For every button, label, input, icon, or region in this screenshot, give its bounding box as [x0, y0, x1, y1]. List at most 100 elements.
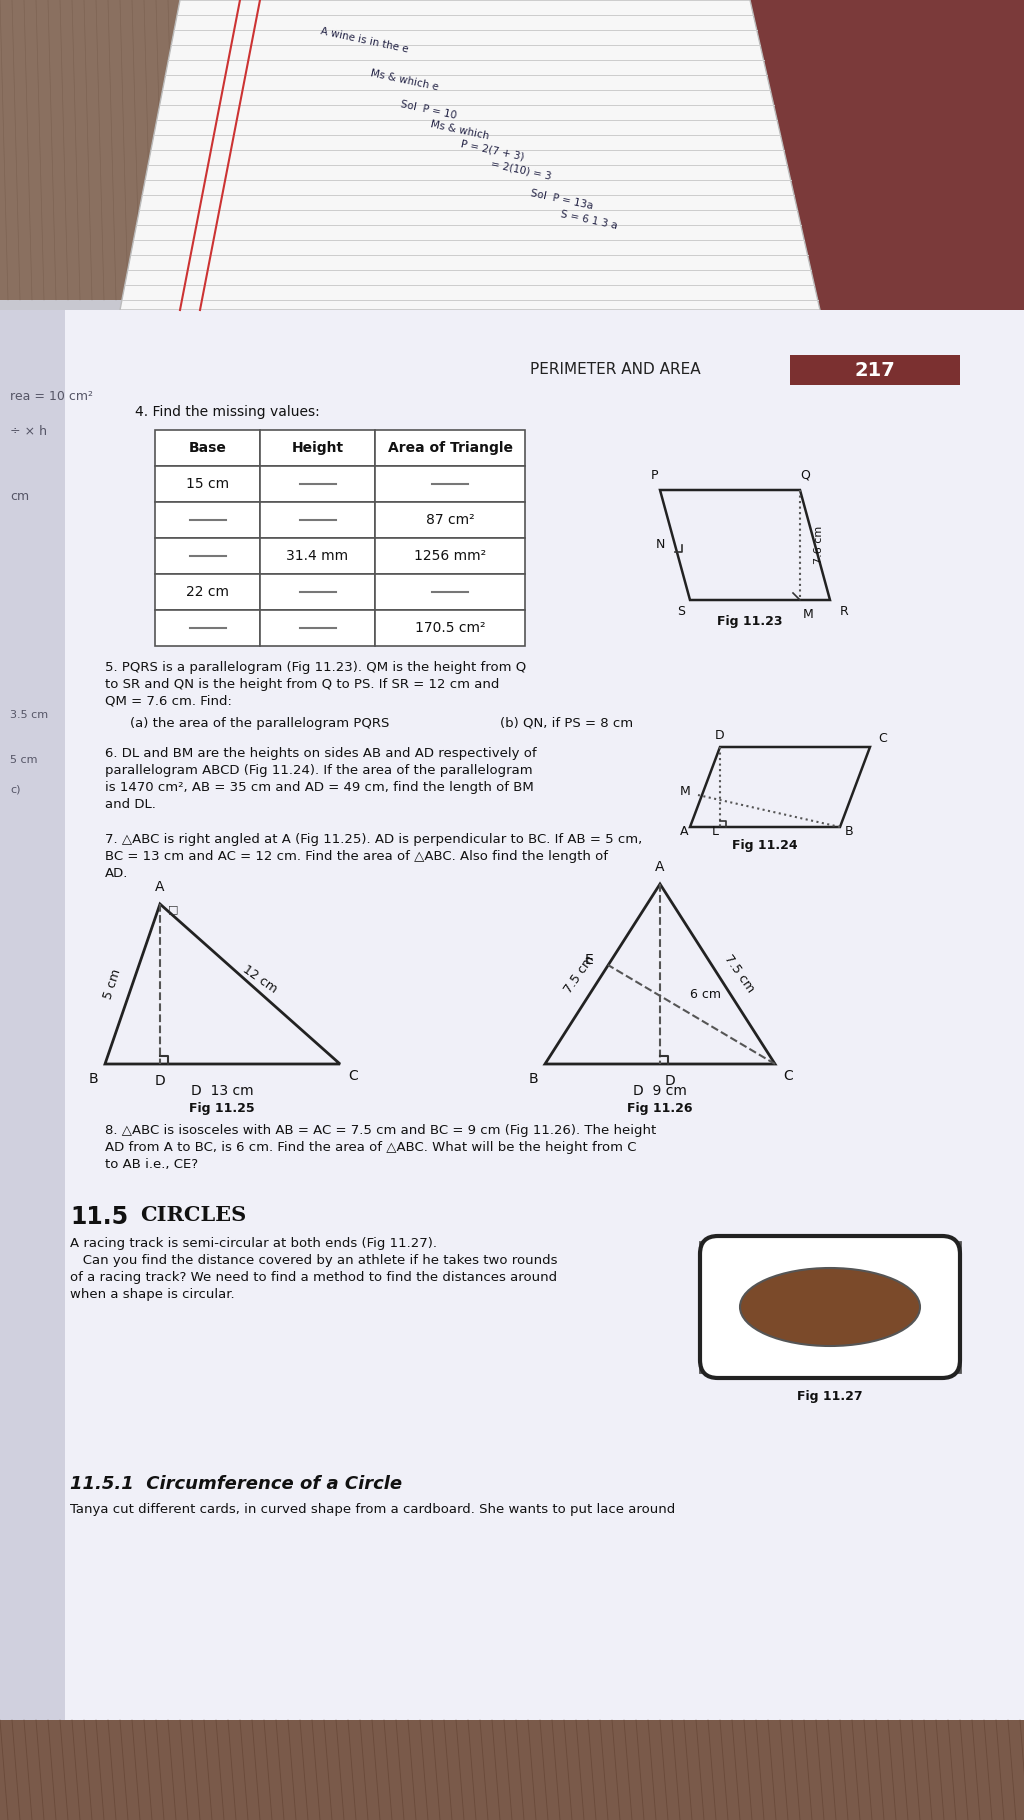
Text: Height: Height	[292, 440, 344, 455]
Text: C: C	[783, 1068, 793, 1083]
Text: parallelogram ABCD (Fig 11.24). If the area of the parallelogram: parallelogram ABCD (Fig 11.24). If the a…	[105, 764, 532, 777]
Text: Can you find the distance covered by an athlete if he takes two rounds: Can you find the distance covered by an …	[70, 1254, 557, 1267]
Text: 11.5: 11.5	[70, 1205, 128, 1229]
Text: CIRCLES: CIRCLES	[140, 1205, 246, 1225]
Polygon shape	[375, 610, 525, 646]
Text: D  9 cm: D 9 cm	[633, 1085, 687, 1097]
Text: M: M	[680, 784, 691, 797]
Text: 31.4 mm: 31.4 mm	[287, 550, 348, 562]
Polygon shape	[375, 573, 525, 610]
Polygon shape	[155, 573, 260, 610]
Text: 7.5 cm: 7.5 cm	[562, 952, 598, 996]
Text: R: R	[840, 604, 849, 619]
Text: 11.5.1  Circumference of a Circle: 11.5.1 Circumference of a Circle	[70, 1474, 402, 1492]
Polygon shape	[0, 1720, 1024, 1820]
Text: BC = 13 cm and AC = 12 cm. Find the area of △ABC. Also find the length of: BC = 13 cm and AC = 12 cm. Find the area…	[105, 850, 608, 863]
Polygon shape	[155, 539, 260, 573]
Polygon shape	[375, 430, 525, 466]
Polygon shape	[260, 430, 375, 466]
Text: Area of Triangle: Area of Triangle	[387, 440, 512, 455]
Text: AD from A to BC, is 6 cm. Find the area of △ABC. What will be the height from C: AD from A to BC, is 6 cm. Find the area …	[105, 1141, 637, 1154]
Polygon shape	[260, 539, 375, 573]
Ellipse shape	[740, 1269, 920, 1347]
Text: 5. PQRS is a parallelogram (Fig 11.23). QM is the height from Q: 5. PQRS is a parallelogram (Fig 11.23). …	[105, 661, 526, 673]
Polygon shape	[260, 502, 375, 539]
Polygon shape	[790, 355, 961, 386]
Text: 6 cm: 6 cm	[690, 988, 721, 1001]
Text: 5 cm: 5 cm	[101, 966, 123, 1001]
Text: 1256 mm²: 1256 mm²	[414, 550, 486, 562]
Text: = 2(10) = 3: = 2(10) = 3	[490, 158, 552, 182]
Text: D: D	[665, 1074, 676, 1088]
Text: QM = 7.6 cm. Find:: QM = 7.6 cm. Find:	[105, 695, 231, 708]
Text: Tanya cut different cards, in curved shape from a cardboard. She wants to put la: Tanya cut different cards, in curved sha…	[70, 1503, 675, 1516]
Text: AD.: AD.	[105, 866, 128, 881]
Polygon shape	[155, 502, 260, 539]
Text: A: A	[680, 824, 688, 837]
Text: Base: Base	[188, 440, 226, 455]
Text: 4. Find the missing values:: 4. Find the missing values:	[135, 406, 319, 419]
Polygon shape	[0, 309, 65, 1720]
Text: 6. DL and BM are the heights on sides AB and AD respectively of: 6. DL and BM are the heights on sides AB…	[105, 746, 537, 761]
Text: C: C	[348, 1068, 357, 1083]
Text: PERIMETER AND AREA: PERIMETER AND AREA	[530, 362, 700, 377]
Polygon shape	[0, 0, 1024, 300]
Text: A: A	[655, 861, 665, 874]
Text: to SR and QN is the height from Q to PS. If SR = 12 cm and: to SR and QN is the height from Q to PS.…	[105, 679, 500, 692]
Text: Sol  P = 13a: Sol P = 13a	[530, 189, 594, 211]
Text: M: M	[803, 608, 814, 621]
Text: Fig 11.24: Fig 11.24	[732, 839, 798, 852]
Text: B: B	[845, 824, 854, 837]
Polygon shape	[260, 466, 375, 502]
Text: D: D	[155, 1074, 165, 1088]
Text: □: □	[168, 905, 178, 914]
Text: when a shape is circular.: when a shape is circular.	[70, 1289, 234, 1301]
Text: (a) the area of the parallelogram PQRS: (a) the area of the parallelogram PQRS	[130, 717, 389, 730]
Polygon shape	[375, 539, 525, 573]
Text: Fig 11.26: Fig 11.26	[628, 1101, 693, 1116]
Text: ÷ × h: ÷ × h	[10, 426, 47, 439]
Polygon shape	[700, 1241, 961, 1372]
Text: Fig 11.25: Fig 11.25	[189, 1101, 255, 1116]
Text: 7.6 cm: 7.6 cm	[814, 526, 824, 564]
Text: 12 cm: 12 cm	[241, 963, 280, 996]
Text: L: L	[712, 824, 719, 837]
Polygon shape	[155, 466, 260, 502]
Polygon shape	[155, 610, 260, 646]
Text: to AB i.e., CE?: to AB i.e., CE?	[105, 1158, 198, 1170]
Text: 8. △ABC is isosceles with AB = AC = 7.5 cm and BC = 9 cm (Fig 11.26). The height: 8. △ABC is isosceles with AB = AC = 7.5 …	[105, 1125, 656, 1138]
Text: and DL.: and DL.	[105, 797, 156, 812]
Text: c): c)	[10, 784, 20, 795]
Text: A racing track is semi-circular at both ends (Fig 11.27).: A racing track is semi-circular at both …	[70, 1238, 437, 1250]
Text: A wine is in the e: A wine is in the e	[319, 25, 410, 55]
Polygon shape	[0, 1720, 1024, 1820]
Polygon shape	[375, 502, 525, 539]
Text: P: P	[651, 470, 658, 482]
Text: Ms & which e: Ms & which e	[370, 67, 439, 93]
Polygon shape	[375, 466, 525, 502]
Text: B: B	[88, 1072, 98, 1087]
Text: cm: cm	[10, 490, 29, 502]
Polygon shape	[0, 309, 1024, 1720]
Text: 5 cm: 5 cm	[10, 755, 38, 764]
Text: (b) QN, if PS = 8 cm: (b) QN, if PS = 8 cm	[500, 717, 633, 730]
Text: D  13 cm: D 13 cm	[190, 1085, 253, 1097]
Text: 3.5 cm: 3.5 cm	[10, 710, 48, 721]
FancyBboxPatch shape	[700, 1236, 961, 1378]
Text: of a racing track? We need to find a method to find the distances around: of a racing track? We need to find a met…	[70, 1270, 557, 1283]
Text: 170.5 cm²: 170.5 cm²	[415, 621, 485, 635]
Text: P = 2(7 + 3): P = 2(7 + 3)	[460, 138, 525, 162]
Text: Q: Q	[800, 470, 810, 482]
Text: S = 6 1 3 a: S = 6 1 3 a	[560, 209, 618, 231]
Text: S: S	[677, 604, 685, 619]
Text: 87 cm²: 87 cm²	[426, 513, 474, 528]
Text: Fig 11.27: Fig 11.27	[798, 1390, 863, 1403]
Polygon shape	[260, 610, 375, 646]
Polygon shape	[155, 430, 260, 466]
Text: E: E	[585, 954, 593, 966]
Text: is 1470 cm², AB = 35 cm and AD = 49 cm, find the length of BM: is 1470 cm², AB = 35 cm and AD = 49 cm, …	[105, 781, 534, 794]
Text: N: N	[655, 539, 665, 551]
Text: 217: 217	[855, 360, 895, 380]
Text: 7. △ABC is right angled at A (Fig 11.25). AD is perpendicular to BC. If AB = 5 c: 7. △ABC is right angled at A (Fig 11.25)…	[105, 834, 642, 846]
Text: 7.5 cm: 7.5 cm	[721, 952, 757, 996]
